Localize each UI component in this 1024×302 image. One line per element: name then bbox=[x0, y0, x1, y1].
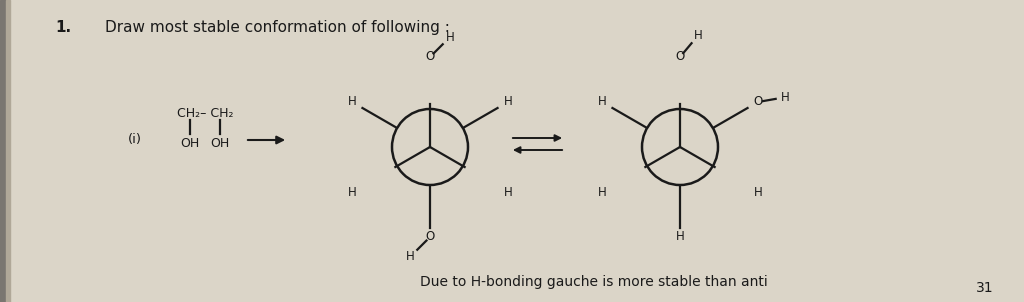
Text: H: H bbox=[406, 250, 415, 263]
Text: H: H bbox=[598, 95, 606, 108]
Text: 1.: 1. bbox=[55, 20, 71, 35]
Text: (i): (i) bbox=[128, 133, 142, 146]
Text: Due to H-bonding gauche is more stable than anti: Due to H-bonding gauche is more stable t… bbox=[420, 275, 768, 289]
Text: H: H bbox=[598, 185, 606, 198]
Text: O: O bbox=[425, 230, 434, 243]
Text: OH: OH bbox=[210, 137, 229, 150]
Text: H: H bbox=[676, 230, 684, 243]
Text: H: H bbox=[754, 185, 762, 198]
Text: O: O bbox=[676, 50, 685, 63]
Text: H: H bbox=[781, 91, 790, 104]
Circle shape bbox=[392, 109, 468, 185]
Text: 31: 31 bbox=[976, 281, 994, 295]
Text: H: H bbox=[504, 95, 512, 108]
Text: H: H bbox=[445, 31, 455, 44]
Bar bbox=[0, 0, 6, 302]
Text: H: H bbox=[348, 95, 356, 108]
Bar bbox=[6, 0, 10, 302]
Text: CH₂– CH₂: CH₂– CH₂ bbox=[177, 108, 233, 120]
Circle shape bbox=[642, 109, 718, 185]
Text: O: O bbox=[425, 50, 434, 63]
Text: O: O bbox=[754, 95, 763, 108]
Text: Draw most stable conformation of following :: Draw most stable conformation of followi… bbox=[105, 20, 450, 35]
Text: H: H bbox=[504, 185, 512, 198]
Text: H: H bbox=[348, 185, 356, 198]
Text: H: H bbox=[693, 29, 702, 42]
Text: OH: OH bbox=[180, 137, 200, 150]
